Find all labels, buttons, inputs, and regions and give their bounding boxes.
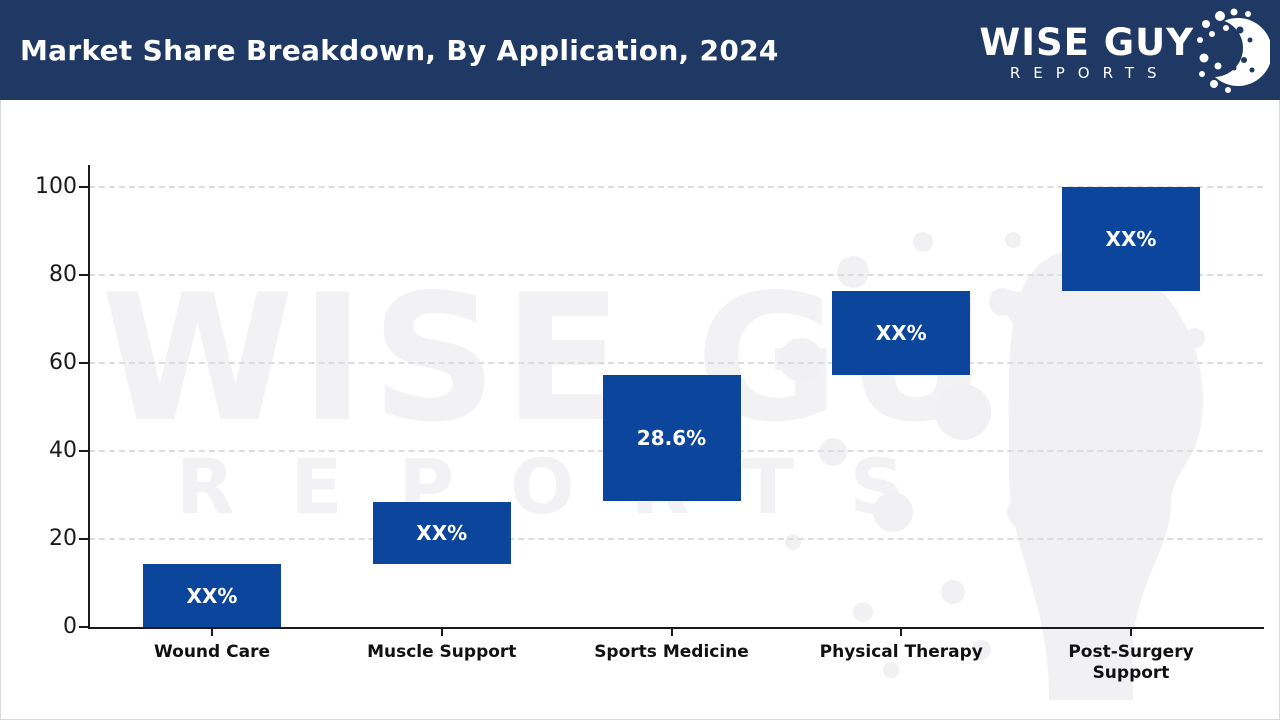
- bar-value-label: XX%: [416, 520, 468, 545]
- y-gridline: [89, 362, 1263, 364]
- x-axis-category-label: Wound Care: [154, 642, 270, 662]
- bar-value-label: XX%: [1105, 226, 1157, 251]
- logo-text: WISE GUY REPORTS: [979, 20, 1194, 83]
- bar-muscle-support: XX%: [372, 501, 511, 565]
- y-axis-tick-label: 80: [49, 262, 77, 287]
- x-axis-tickmark: [1130, 627, 1132, 636]
- header-bar: Market Share Breakdown, By Application, …: [0, 0, 1280, 100]
- y-axis-tickmark: [79, 538, 89, 540]
- y-axis-tick-label: 0: [63, 614, 77, 639]
- x-axis-category-label: Post-Surgery Support: [1068, 642, 1194, 684]
- x-axis-tickmark: [440, 627, 443, 636]
- x-axis-category-label: Physical Therapy: [819, 642, 983, 662]
- y-axis-tick-label: 100: [35, 174, 77, 199]
- x-axis-tickmark: [211, 627, 213, 636]
- bar-physical-therapy: XX%: [832, 290, 971, 376]
- y-axis-tickmark: [79, 626, 89, 628]
- bar-wound-care: XX%: [143, 564, 281, 627]
- bar-value-label: XX%: [186, 583, 238, 608]
- y-axis-tickmark: [79, 274, 89, 276]
- bar-value-label: XX%: [875, 321, 927, 346]
- x-axis-category-label: Sports Medicine: [594, 642, 749, 662]
- x-axis-category-label: Muscle Support: [367, 642, 517, 662]
- logo-subtitle: REPORTS: [1009, 64, 1170, 83]
- y-axis-tick-label: 60: [49, 350, 77, 375]
- logo-face-icon: [1185, 8, 1272, 98]
- x-axis-line: [88, 627, 1264, 629]
- y-gridline: [89, 538, 1263, 540]
- y-axis-tickmark: [79, 186, 89, 188]
- chart-canvas: WISE GUY REPORTS 0 20 40 60 80 100 XX% Wound Ca…: [0, 100, 1280, 720]
- bar-post-surgery-support: XX%: [1062, 187, 1200, 291]
- y-gridline: [89, 186, 1263, 188]
- y-axis-tickmark: [79, 362, 89, 364]
- y-axis-tick-label: 20: [49, 526, 77, 551]
- page-title: Market Share Breakdown, By Application, …: [20, 33, 779, 67]
- x-axis-tickmark: [670, 627, 673, 636]
- y-axis-tick-label: 40: [49, 438, 77, 463]
- watermark-subtitle: REPORTS: [176, 442, 961, 531]
- y-axis-tickmark: [79, 450, 89, 452]
- wise-guy-reports-logo: WISE GUY REPORTS: [979, 8, 1272, 98]
- logo-wordmark: WISE GUY: [979, 20, 1194, 64]
- x-axis-tickmark: [900, 627, 903, 636]
- y-axis-line: [88, 165, 90, 629]
- bar-value-label: 28.6%: [636, 426, 707, 451]
- y-gridline: [89, 274, 1263, 276]
- bar-sports-medicine: 28.6%: [602, 375, 741, 502]
